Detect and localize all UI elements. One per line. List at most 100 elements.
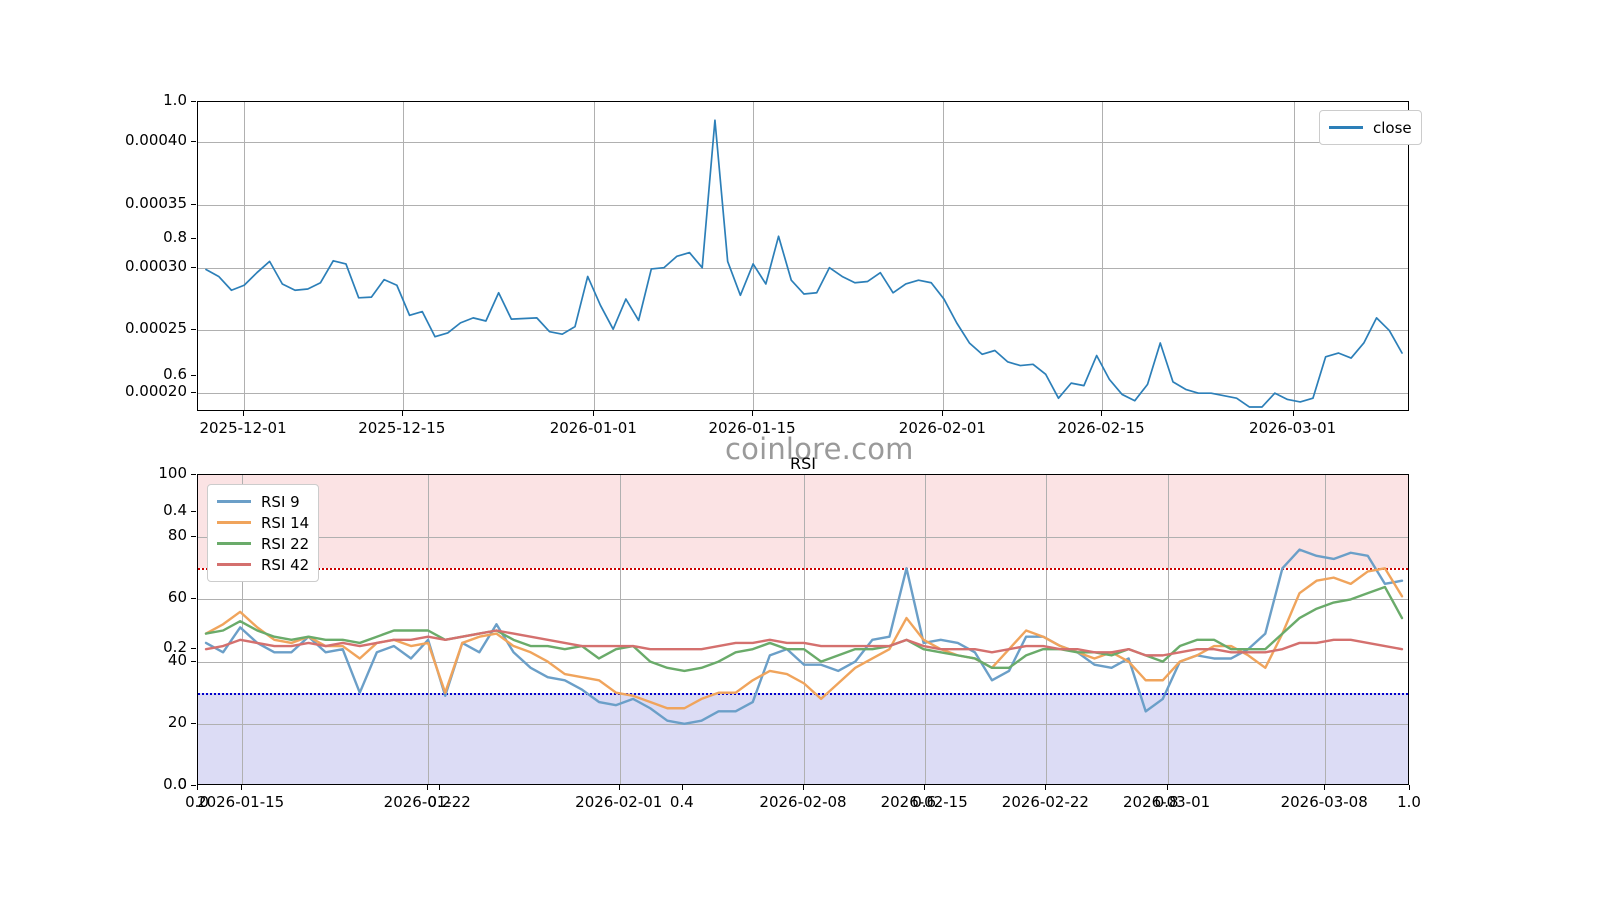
rsi-gridline-v — [804, 475, 805, 784]
rsi-x-ticklabel: 2026-02-22 — [1001, 793, 1089, 811]
legend-swatch-rsi-22 — [217, 542, 251, 545]
price-x-tickmark — [1292, 411, 1294, 416]
legend-label-rsi-42: RSI 42 — [261, 555, 310, 574]
price-x-ticklabel: 2026-02-15 — [1057, 419, 1145, 437]
price-x-tickmark — [752, 411, 754, 416]
rsi-gridline-v — [428, 475, 430, 784]
price-gridline-h — [198, 393, 1408, 395]
rsi-y-tickmark — [191, 598, 196, 600]
rsi-x-ticklabel: 2026-03-01 — [1123, 793, 1211, 811]
rsi-y-tickmark — [191, 785, 196, 786]
price-y-tickmark — [191, 392, 196, 394]
price-x-ticklabel: 2026-01-15 — [708, 419, 796, 437]
rsi-y-tickmark — [191, 474, 196, 475]
price-y-ticklabel: 0.00025 — [124, 319, 187, 338]
price-y-ticklabel: 0.00035 — [124, 193, 187, 212]
price-gridline-h — [198, 330, 1408, 332]
rsi-line-series — [204, 548, 1404, 726]
price-y-ticklabel: 0.00040 — [124, 131, 187, 150]
overlay-y-tick: 0.4 — [163, 501, 187, 520]
overlay-y-tick: 0.2 — [163, 638, 187, 657]
rsi-gridline-h — [198, 537, 1408, 539]
rsi-x-tickmark — [924, 785, 926, 790]
rsi-x-ticklabel: 2026-02-08 — [759, 793, 847, 811]
rsi-x-ticklabel: 2026-01-15 — [197, 793, 285, 811]
legend-swatch-rsi-9 — [217, 500, 251, 503]
price-x-ticklabel: 2026-03-01 — [1249, 419, 1337, 437]
overlay-y-tick: 0.6 — [163, 364, 187, 383]
rsi-oversold-threshold-line — [198, 692, 1408, 695]
rsi-x-tickmark — [803, 785, 804, 790]
price-y-tickmark — [191, 266, 196, 268]
rsi-y-ticklabel: 60 — [167, 588, 187, 607]
overlay-x-tickmark — [197, 785, 198, 790]
overlay-x-tickmark — [1409, 785, 1410, 790]
price-y-tickmark — [191, 141, 196, 143]
overlay-y-tickmark — [191, 648, 196, 650]
legend-row: RSI 9 — [217, 491, 309, 512]
rsi-y-tickmark — [191, 722, 196, 724]
rsi-x-tickmark — [1045, 785, 1047, 790]
price-gridline-v — [402, 102, 404, 410]
overlay-x-tickmark — [439, 785, 441, 790]
price-x-tickmark — [942, 411, 944, 416]
overlay-y-tick: 0.0 — [163, 775, 187, 793]
rsi-chart-title: RSI — [790, 454, 816, 473]
legend-row: RSI 14 — [217, 512, 309, 533]
price-gridline-h — [198, 267, 1408, 269]
legend-label-close: close — [1373, 118, 1412, 137]
price-gridline-v — [943, 102, 945, 410]
rsi-chart-legend[interactable]: RSI 9 RSI 14 RSI 22 RSI 42 — [207, 484, 320, 582]
price-gridline-h — [198, 142, 1408, 144]
rsi-x-tickmark — [427, 785, 429, 790]
rsi-x-ticklabel: 2026-03-08 — [1280, 793, 1368, 811]
rsi-gridline-v — [619, 475, 621, 784]
rsi-y-ticklabel: 0 — [177, 775, 187, 793]
price-x-tickmark — [1101, 411, 1103, 416]
legend-swatch-close — [1329, 126, 1363, 129]
price-x-tickmark — [243, 411, 245, 416]
overlay-x-tick: 0.0 — [185, 793, 209, 811]
overlay-y-tickmark — [191, 101, 196, 102]
overlay-x-tick: 0.8 — [1154, 793, 1179, 811]
overlay-y-tickmark — [191, 511, 196, 513]
price-x-ticklabel: 2026-01-01 — [549, 419, 637, 437]
rsi-y-ticklabel: 40 — [167, 650, 187, 669]
rsi-x-ticklabel: 2026-02-15 — [880, 793, 968, 811]
legend-swatch-rsi-42 — [217, 563, 251, 566]
price-line-series — [205, 119, 1403, 408]
price-gridline-v — [753, 102, 755, 410]
rsi-y-tickmark — [191, 660, 196, 662]
overlay-x-tickmark — [681, 785, 683, 790]
price-x-tickmark — [401, 411, 403, 416]
rsi-gridline-v — [1325, 475, 1327, 784]
rsi-gridline-h — [198, 661, 1408, 663]
rsi-x-ticklabel: 2026-01-22 — [383, 793, 471, 811]
overlay-y-tickmark — [191, 237, 196, 239]
rsi-chart-panel — [197, 474, 1409, 785]
price-y-tickmark — [191, 203, 196, 205]
rsi-x-tickmark — [1166, 785, 1168, 790]
overlay-y-tick: 0.8 — [163, 227, 187, 246]
price-gridline-v — [1102, 102, 1104, 410]
rsi-x-tickmark — [240, 785, 242, 790]
price-gridline-v — [594, 102, 596, 410]
price-chart-panel — [197, 101, 1409, 411]
rsi-y-ticklabel: 20 — [167, 712, 187, 731]
legend-row: RSI 22 — [217, 533, 309, 554]
overlay-y-tick: 1.0 — [163, 91, 187, 109]
legend-row: close — [1329, 117, 1412, 138]
rsi-overbought-threshold-line — [198, 568, 1408, 571]
legend-swatch-rsi-14 — [217, 521, 251, 524]
price-y-tickmark — [191, 329, 196, 331]
price-x-ticklabel: 2025-12-15 — [358, 419, 446, 437]
overlay-x-tick: 1.0 — [1397, 793, 1421, 811]
overlay-x-tick: 0.6 — [912, 793, 937, 811]
price-chart-legend[interactable]: close — [1319, 110, 1422, 145]
rsi-x-tickmark — [618, 785, 620, 790]
price-gridline-h — [198, 204, 1408, 206]
rsi-y-ticklabel: 80 — [167, 526, 187, 545]
legend-label-rsi-14: RSI 14 — [261, 513, 310, 532]
rsi-gridline-h — [198, 723, 1408, 725]
